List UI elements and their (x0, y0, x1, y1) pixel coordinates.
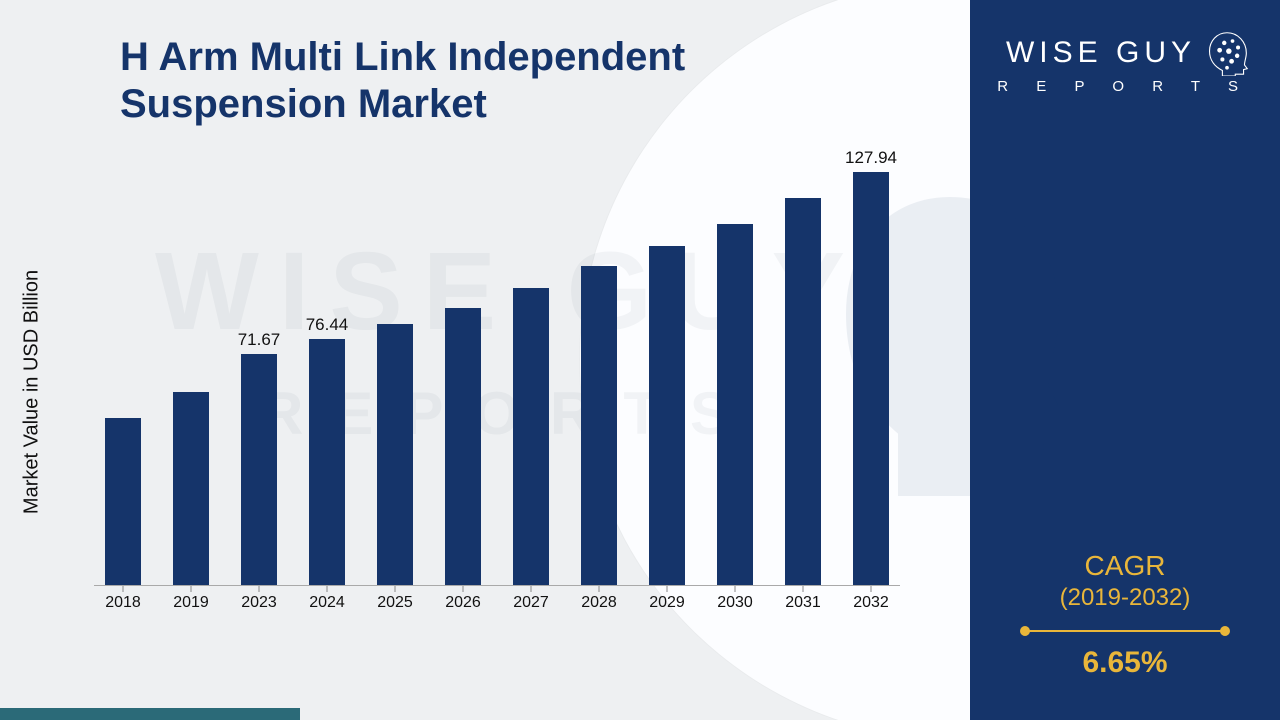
bar (853, 172, 889, 586)
plot-area: 71.67 76.44 127.94 (94, 172, 900, 586)
bar (241, 354, 277, 586)
chart-title: H Arm Multi Link Independent Suspension … (120, 34, 880, 128)
bar-column (438, 172, 488, 586)
x-tick-label: 2018 (98, 586, 148, 622)
x-tick-label: 2029 (642, 586, 692, 622)
x-tick-label: 2024 (302, 586, 352, 622)
x-tick-label: 2027 (506, 586, 556, 622)
bar-chart: Market Value in USD Billion 71.6776.4412… (40, 162, 900, 622)
bar (785, 198, 821, 586)
x-tick-label: 2030 (710, 586, 760, 622)
bar (513, 288, 549, 586)
x-tick-label: 2019 (166, 586, 216, 622)
bottom-accent-bar (0, 708, 300, 720)
cagr-period: (2019-2032) (1000, 584, 1250, 612)
bar-column: 76.44 (302, 172, 352, 586)
x-tick-label: 2028 (574, 586, 624, 622)
brand-logo: WISE GUY R E P O R T S (997, 30, 1250, 95)
bar-column: 71.67 (234, 172, 284, 586)
bar (649, 246, 685, 586)
bar-column (710, 172, 760, 586)
cagr-label: CAGR (1000, 550, 1250, 582)
x-tick-label: 2026 (438, 586, 488, 622)
y-axis-label: Market Value in USD Billion (21, 270, 44, 514)
bar-column (778, 172, 828, 586)
bar (105, 418, 141, 586)
bar-column (370, 172, 420, 586)
bar-column (574, 172, 624, 586)
x-tick-label: 2032 (846, 586, 896, 622)
bar (173, 392, 209, 586)
cagr-value: 6.65% (1000, 646, 1250, 680)
cagr-callout: CAGR (2019-2032) 6.65% (1000, 550, 1250, 680)
x-tick-label: 2025 (370, 586, 420, 622)
logo-head-icon (1204, 30, 1250, 76)
bar-column (166, 172, 216, 586)
bar-column (98, 172, 148, 586)
bar (581, 266, 617, 586)
logo-text-main: WISE GUY (1006, 36, 1196, 70)
bars-container: 71.67 76.44 127.94 (94, 172, 900, 586)
bar-value-label: 76.44 (306, 315, 349, 339)
bar-value-label: 71.67 (238, 330, 281, 354)
x-axis: 2018 2019 2023 2024 2025 2026 2027 2028 2029 2030… (94, 586, 900, 622)
bar (377, 324, 413, 586)
logo-text-sub: R E P O R T S (997, 78, 1250, 95)
bar-column (642, 172, 692, 586)
report-graphic: WISE GUYREPORTS H Arm Multi Link Indepen… (0, 0, 1280, 720)
bar-column (506, 172, 556, 586)
bar-value-label: 127.94 (845, 148, 897, 172)
bar (445, 308, 481, 586)
bar-column: 127.94 (846, 172, 896, 586)
bar (309, 339, 345, 586)
x-tick-label: 2023 (234, 586, 284, 622)
bar (717, 224, 753, 586)
x-tick-label: 2031 (778, 586, 828, 622)
cagr-divider (1025, 630, 1225, 632)
